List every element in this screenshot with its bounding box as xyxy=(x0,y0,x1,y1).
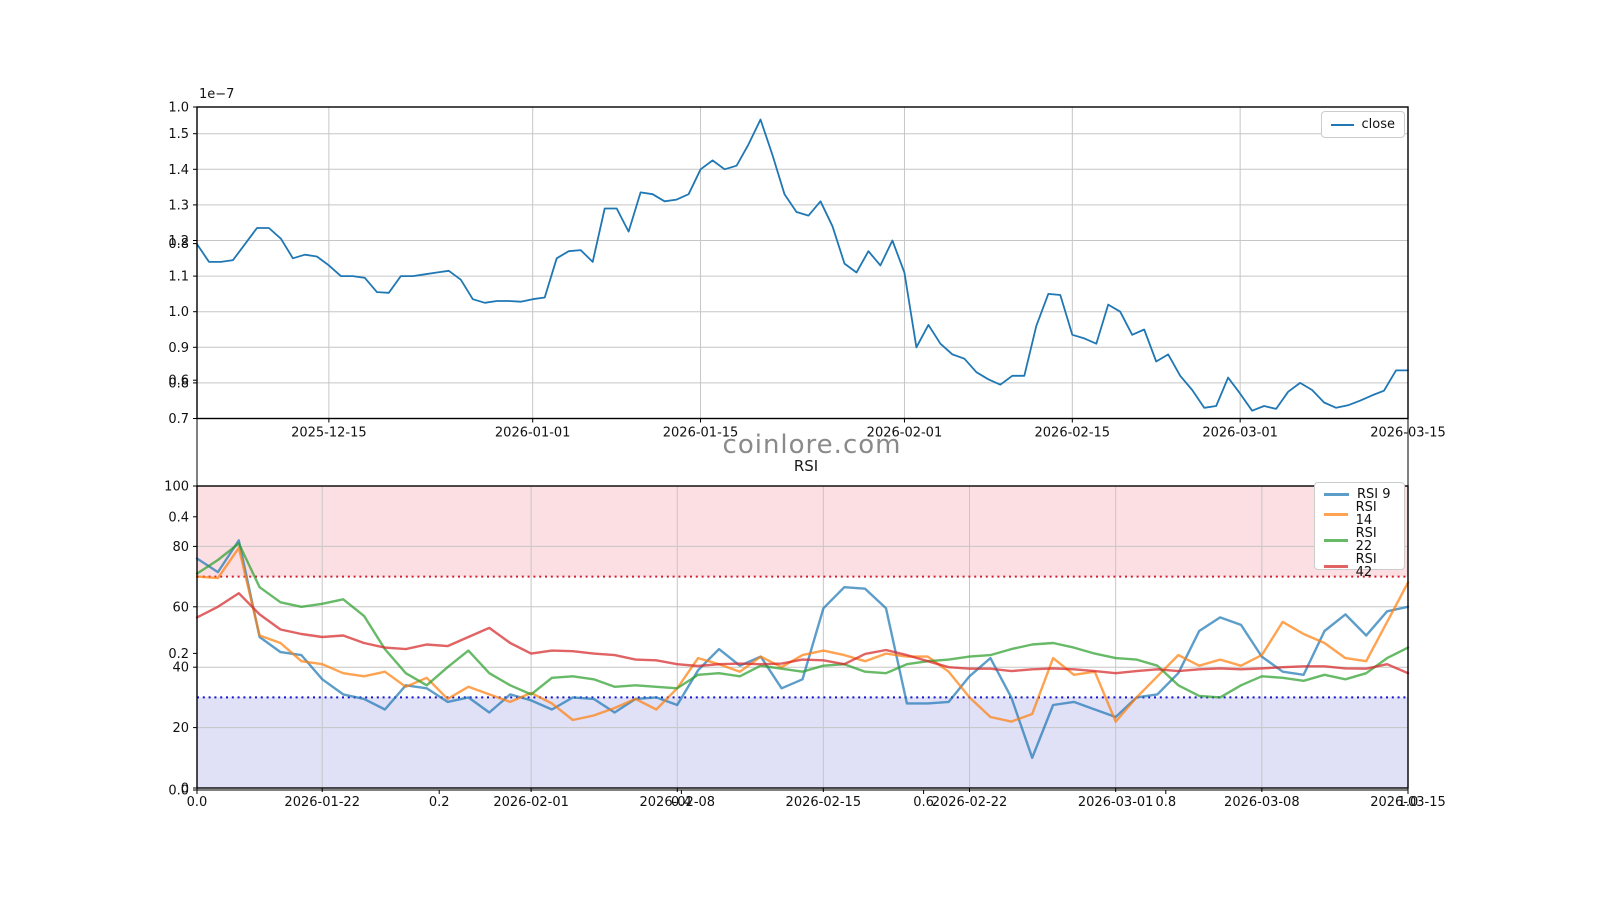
x-tick-label: 2026-02-15 xyxy=(786,795,862,810)
legend-entry: RSI 22 xyxy=(1324,527,1395,553)
y-tick-label: 1.3 xyxy=(168,198,189,213)
rsi-legend: RSI 9 RSI 14 RSI 22 RSI 42 xyxy=(1314,482,1405,579)
x-tick-label: 2026-03-15 xyxy=(1370,795,1446,810)
price-panel-spines xyxy=(196,106,1409,420)
series-rsi-14 xyxy=(195,546,1410,723)
rsi-chart-title: RSI xyxy=(793,457,819,475)
y-tick-label: 0.9 xyxy=(168,341,189,356)
overbought-band xyxy=(197,486,1408,577)
overlay-x-tick-label: 1.0 xyxy=(1398,795,1419,810)
y-tick-label: 40 xyxy=(172,661,189,676)
legend-label: RSI 9 xyxy=(1357,487,1391,502)
legend-line-sample xyxy=(1331,123,1354,126)
series-rsi-9 xyxy=(195,539,1410,759)
y-tick-label: 1.1 xyxy=(168,270,189,285)
y-tick-label: 0.7 xyxy=(168,412,189,427)
overlay-y-tick-label: 0.4 xyxy=(168,510,189,525)
overlay-x-tick-label: 0.8 xyxy=(1155,795,1176,810)
y-tick-label: 60 xyxy=(172,600,189,615)
y-tick-label: 1.0 xyxy=(168,305,189,320)
watermark: coinlore.com xyxy=(722,430,902,460)
overlay-x-tick-label: 0.0 xyxy=(187,795,208,810)
overlay-x-tick-label: 0.6 xyxy=(913,795,934,810)
x-tick-label: 2026-02-08 xyxy=(640,795,716,810)
series-rsi-42 xyxy=(195,592,1410,675)
legend-line-sample xyxy=(1324,493,1349,496)
legend-label: close xyxy=(1361,117,1395,132)
legend-line-sample xyxy=(1324,564,1348,568)
legend-label: RSI 22 xyxy=(1355,526,1377,554)
y-tick-label: 1.2 xyxy=(168,234,189,249)
legend-label: RSI 14 xyxy=(1355,500,1377,528)
legend-line-sample xyxy=(1324,538,1348,542)
y-tick-label: 1.4 xyxy=(168,163,189,178)
price-legend: close xyxy=(1321,111,1405,138)
x-tick-label: 2025-12-15 xyxy=(291,426,367,441)
x-tick-label: 2026-01-22 xyxy=(284,795,360,810)
overlay-x-tick-label: 0.4 xyxy=(671,795,692,810)
y-tick-label: 0 xyxy=(181,782,189,797)
series-rsi-22 xyxy=(195,542,1410,699)
x-tick-label: 2026-02-01 xyxy=(493,795,569,810)
overlay-y-tick-label: 0.0 xyxy=(168,784,189,799)
x-tick-label: 2026-02-15 xyxy=(1035,426,1111,441)
overlay-y-tick-label: 0.6 xyxy=(168,374,189,389)
oversold-band xyxy=(197,697,1408,788)
overlay-y-tick-label: 0.8 xyxy=(168,237,189,252)
x-tick-label: 2026-03-01 xyxy=(1202,426,1278,441)
legend-line-sample xyxy=(1324,512,1348,516)
x-tick-label: 2026-03-08 xyxy=(1224,795,1300,810)
y-tick-label: 100 xyxy=(164,480,189,495)
x-tick-label: 2026-01-15 xyxy=(663,426,739,441)
overlay-x-tick-label: 0.2 xyxy=(429,795,450,810)
y-tick-label: 1.5 xyxy=(168,127,189,142)
x-tick-label: 2026-01-01 xyxy=(495,426,571,441)
legend-entry: close xyxy=(1331,118,1395,131)
series-close xyxy=(196,118,1409,412)
y-axis-offset-label: 1e−7 xyxy=(199,87,235,102)
legend-entry: RSI 14 xyxy=(1324,501,1395,527)
y-tick-label: 80 xyxy=(172,540,189,555)
x-tick-label: 2026-02-01 xyxy=(867,426,943,441)
y-tick-label: 20 xyxy=(172,721,189,736)
overlay-axes-spines xyxy=(196,106,1409,791)
legend-entry: RSI 42 xyxy=(1324,553,1395,579)
legend-entry: RSI 9 xyxy=(1324,488,1395,501)
x-tick-label: 2026-03-01 xyxy=(1078,795,1154,810)
x-tick-label: 2026-02-22 xyxy=(932,795,1008,810)
overlay-y-tick-label: 0.2 xyxy=(168,647,189,662)
overlay-y-tick-label: 1.0 xyxy=(168,101,189,116)
legend-label: RSI 42 xyxy=(1355,552,1377,580)
y-tick-label: 0.8 xyxy=(168,376,189,391)
